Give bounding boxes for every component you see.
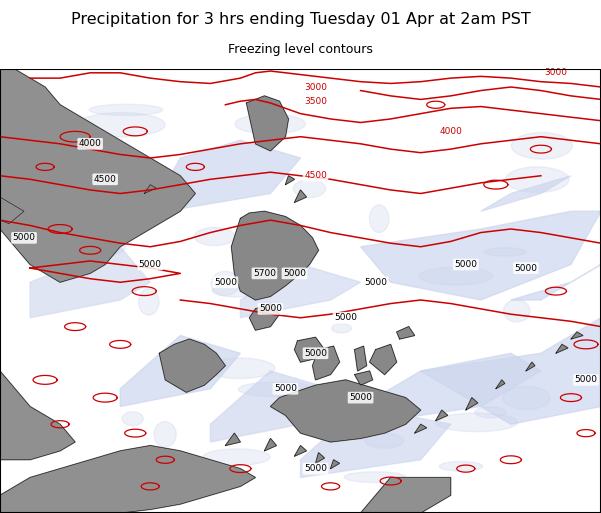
Text: 4500: 4500 — [94, 175, 117, 184]
Text: 5000: 5000 — [334, 313, 357, 322]
Text: 5000: 5000 — [214, 278, 237, 287]
Text: 5000: 5000 — [575, 376, 597, 384]
Polygon shape — [0, 446, 255, 513]
Text: 3500: 3500 — [304, 97, 327, 106]
Polygon shape — [90, 104, 163, 115]
Polygon shape — [294, 190, 307, 202]
Polygon shape — [361, 211, 601, 300]
Text: 5000: 5000 — [514, 264, 537, 272]
Polygon shape — [246, 96, 288, 151]
Polygon shape — [511, 265, 601, 300]
Polygon shape — [526, 362, 535, 371]
Text: 4000: 4000 — [79, 140, 102, 148]
Text: Precipitation for 3 hrs ending Tuesday 01 Apr at 2am PST: Precipitation for 3 hrs ending Tuesday 0… — [71, 12, 530, 27]
Polygon shape — [397, 327, 415, 339]
Polygon shape — [204, 358, 275, 379]
Polygon shape — [421, 318, 601, 424]
Text: 3000: 3000 — [545, 68, 567, 77]
Text: 5000: 5000 — [304, 464, 327, 473]
Polygon shape — [203, 449, 270, 465]
Polygon shape — [78, 112, 165, 137]
Polygon shape — [370, 344, 397, 374]
Polygon shape — [239, 382, 316, 397]
Polygon shape — [332, 324, 352, 333]
Text: 4000: 4000 — [439, 127, 462, 136]
Text: 5000: 5000 — [274, 384, 297, 393]
Polygon shape — [264, 439, 276, 451]
Polygon shape — [212, 284, 261, 297]
Polygon shape — [316, 452, 325, 463]
Polygon shape — [355, 371, 373, 385]
Polygon shape — [481, 176, 571, 211]
Polygon shape — [310, 411, 397, 435]
Polygon shape — [419, 267, 493, 285]
Polygon shape — [503, 386, 551, 409]
Polygon shape — [300, 406, 451, 478]
Polygon shape — [235, 114, 306, 134]
Polygon shape — [211, 271, 239, 295]
Polygon shape — [436, 410, 448, 421]
Text: 5700: 5700 — [253, 269, 276, 278]
Polygon shape — [466, 398, 478, 410]
Polygon shape — [505, 167, 569, 192]
Polygon shape — [195, 227, 235, 246]
Polygon shape — [484, 248, 526, 256]
Polygon shape — [210, 371, 331, 442]
Polygon shape — [249, 304, 279, 330]
Text: 5000: 5000 — [283, 269, 306, 278]
Polygon shape — [504, 300, 530, 322]
Polygon shape — [270, 380, 421, 442]
Polygon shape — [240, 265, 361, 318]
Polygon shape — [361, 353, 541, 424]
Polygon shape — [0, 69, 195, 282]
Polygon shape — [344, 472, 406, 482]
Polygon shape — [331, 460, 340, 469]
Polygon shape — [181, 460, 219, 470]
Polygon shape — [294, 446, 307, 456]
Text: 5000: 5000 — [304, 349, 327, 358]
Text: 5000: 5000 — [139, 260, 162, 269]
Polygon shape — [85, 238, 126, 255]
Polygon shape — [120, 336, 240, 406]
Polygon shape — [150, 140, 300, 211]
Polygon shape — [415, 424, 427, 433]
Text: 5000: 5000 — [13, 233, 35, 242]
Text: 4500: 4500 — [304, 171, 327, 180]
Polygon shape — [0, 197, 24, 224]
Polygon shape — [475, 407, 506, 418]
Polygon shape — [355, 346, 367, 371]
Polygon shape — [293, 180, 326, 198]
Polygon shape — [139, 289, 159, 315]
Polygon shape — [556, 344, 568, 353]
Polygon shape — [154, 422, 176, 447]
Polygon shape — [439, 462, 483, 471]
Polygon shape — [365, 433, 404, 448]
Polygon shape — [144, 185, 156, 193]
Polygon shape — [370, 205, 389, 232]
Polygon shape — [58, 166, 127, 188]
Polygon shape — [313, 346, 340, 380]
Polygon shape — [30, 247, 150, 318]
Polygon shape — [0, 371, 75, 460]
Polygon shape — [294, 337, 325, 362]
Polygon shape — [571, 332, 583, 339]
Text: 5000: 5000 — [364, 278, 387, 287]
Bar — [0, 69, 601, 513]
Polygon shape — [159, 339, 225, 392]
Text: 3000: 3000 — [304, 83, 327, 91]
Text: 5000: 5000 — [349, 393, 372, 402]
Polygon shape — [231, 211, 319, 300]
Polygon shape — [122, 412, 144, 426]
Polygon shape — [436, 413, 517, 431]
Polygon shape — [285, 176, 294, 185]
Text: Freezing level contours: Freezing level contours — [228, 44, 373, 56]
Text: 5000: 5000 — [454, 260, 477, 269]
Polygon shape — [361, 478, 451, 513]
Polygon shape — [511, 132, 572, 159]
Polygon shape — [225, 433, 240, 446]
Text: 5000: 5000 — [259, 304, 282, 313]
Polygon shape — [496, 380, 505, 389]
